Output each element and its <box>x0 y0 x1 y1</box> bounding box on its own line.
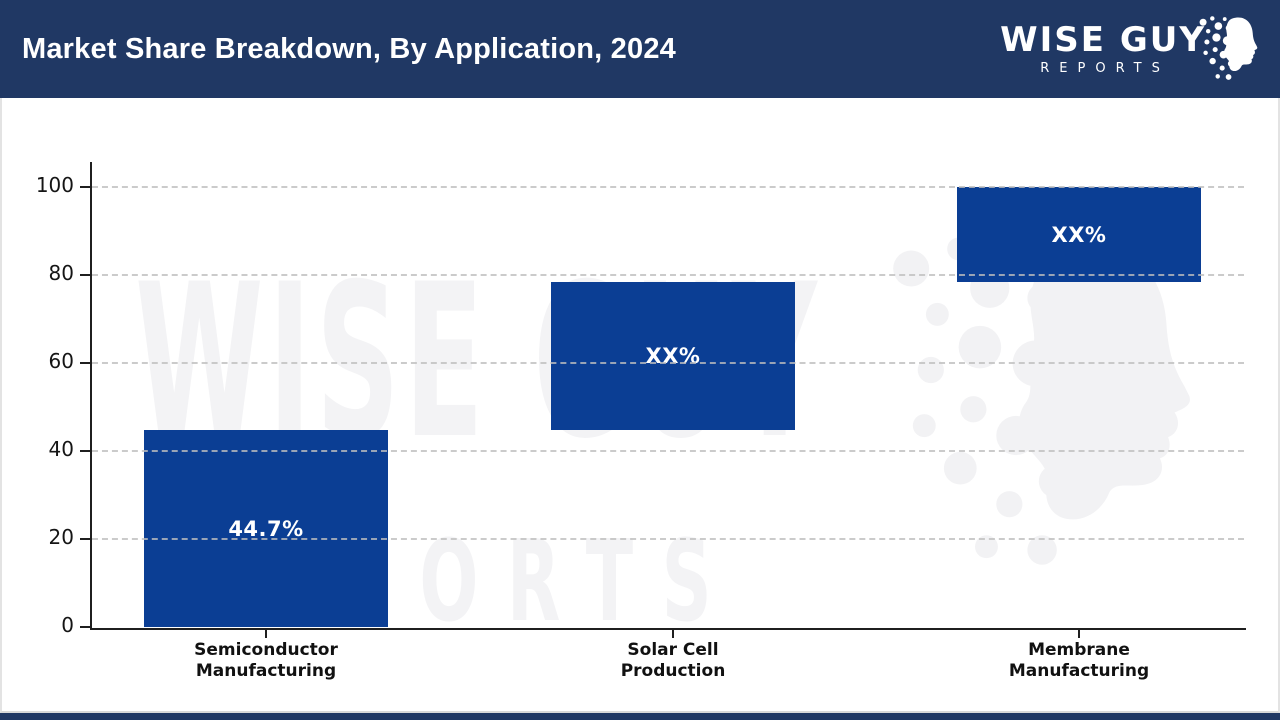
bar-membrane-manufacturing: XX% <box>957 187 1201 283</box>
header-bar: Market Share Breakdown, By Application, … <box>0 0 1280 98</box>
y-tick-label: 40 <box>48 437 74 461</box>
bar-semiconductor-manufacturing: 44.7% <box>144 430 388 627</box>
logo-name: WISE GUY <box>1000 20 1206 60</box>
x-tick-mark <box>1078 630 1080 638</box>
bar-value-label: 44.7% <box>228 516 304 541</box>
logo-head-icon <box>1199 16 1258 80</box>
gridline <box>92 186 1244 188</box>
x-axis-line <box>90 628 1246 630</box>
y-tick-mark <box>80 362 90 364</box>
x-category-label: Membrane Manufacturing <box>1008 640 1150 681</box>
x-tick-mark <box>672 630 674 638</box>
x-category-label: Semiconductor Manufacturing <box>194 640 338 681</box>
y-tick-mark <box>80 626 90 628</box>
x-category-label: Solar Cell Production <box>620 640 726 681</box>
y-tick-label: 20 <box>48 525 74 549</box>
y-tick-label: 60 <box>48 349 74 373</box>
chart-area: WISE GUY REPORTS 0 20 40 60 80 100 44.7% Semico… <box>0 98 1280 713</box>
wiseguy-logo: WISE GUY REPORTS <box>1000 14 1258 84</box>
gridline <box>92 274 1244 276</box>
y-axis-line <box>90 162 92 630</box>
footer-bar <box>0 713 1280 720</box>
logo-text-block: WISE GUY REPORTS <box>1000 23 1206 75</box>
logo-subtitle: REPORTS <box>1040 61 1170 76</box>
gridline <box>92 450 1244 452</box>
y-tick-label: 100 <box>35 173 74 197</box>
bar-solar-cell-production: XX% <box>551 282 795 431</box>
x-tick-mark <box>265 630 267 638</box>
y-tick-label: 80 <box>48 261 74 285</box>
gridline <box>92 538 1244 540</box>
y-tick-label: 0 <box>61 613 74 637</box>
y-tick-mark <box>80 274 90 276</box>
gridline <box>92 362 1244 364</box>
bar-value-label: XX% <box>1051 222 1107 247</box>
y-tick-mark <box>80 186 90 188</box>
page-title: Market Share Breakdown, By Application, … <box>22 32 676 65</box>
y-tick-mark <box>80 538 90 540</box>
y-tick-mark <box>80 450 90 452</box>
bar-value-label: XX% <box>645 344 701 369</box>
